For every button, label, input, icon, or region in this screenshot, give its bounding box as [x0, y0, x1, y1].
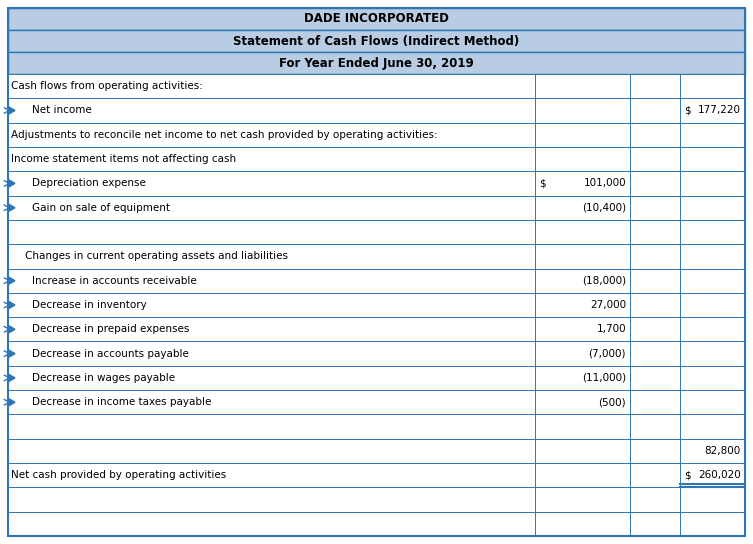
- Text: (500): (500): [599, 397, 626, 407]
- Bar: [8, 147, 745, 171]
- Text: For Year Ended June 30, 2019: For Year Ended June 30, 2019: [279, 57, 474, 70]
- Text: Statement of Cash Flows (Indirect Method): Statement of Cash Flows (Indirect Method…: [233, 34, 520, 47]
- Text: Decrease in inventory: Decrease in inventory: [32, 300, 147, 310]
- Text: Increase in accounts receivable: Increase in accounts receivable: [32, 276, 197, 286]
- Text: 82,800: 82,800: [705, 446, 741, 456]
- Text: (10,400): (10,400): [582, 203, 626, 213]
- Bar: [8, 30, 745, 52]
- Text: Decrease in wages payable: Decrease in wages payable: [32, 373, 175, 383]
- Bar: [8, 293, 745, 317]
- Text: Gain on sale of equipment: Gain on sale of equipment: [32, 203, 170, 213]
- Bar: [8, 439, 745, 463]
- Polygon shape: [8, 374, 15, 382]
- Polygon shape: [8, 350, 15, 357]
- Bar: [8, 8, 745, 30]
- Text: Depreciation expense: Depreciation expense: [32, 178, 146, 188]
- Polygon shape: [8, 398, 15, 406]
- Bar: [8, 342, 745, 366]
- Bar: [8, 390, 745, 415]
- Text: Adjustments to reconcile net income to net cash provided by operating activities: Adjustments to reconcile net income to n…: [11, 130, 437, 140]
- Text: Net cash provided by operating activities: Net cash provided by operating activitie…: [11, 470, 226, 480]
- Text: 27,000: 27,000: [590, 300, 626, 310]
- Text: Cash flows from operating activities:: Cash flows from operating activities:: [11, 81, 203, 91]
- Polygon shape: [8, 277, 15, 285]
- Bar: [8, 415, 745, 439]
- Text: Decrease in income taxes payable: Decrease in income taxes payable: [32, 397, 212, 407]
- Text: $: $: [684, 470, 691, 480]
- Text: 260,020: 260,020: [698, 470, 741, 480]
- Bar: [8, 122, 745, 147]
- Text: 1,700: 1,700: [596, 324, 626, 335]
- Text: (11,000): (11,000): [582, 373, 626, 383]
- Text: 101,000: 101,000: [584, 178, 626, 188]
- Text: Decrease in accounts payable: Decrease in accounts payable: [32, 349, 189, 358]
- Bar: [8, 171, 745, 196]
- Text: Net income: Net income: [32, 106, 92, 115]
- Bar: [8, 512, 745, 536]
- Bar: [8, 244, 745, 269]
- Polygon shape: [8, 301, 15, 309]
- Text: (18,000): (18,000): [582, 276, 626, 286]
- Bar: [8, 269, 745, 293]
- Text: Income statement items not affecting cash: Income statement items not affecting cas…: [11, 154, 236, 164]
- Bar: [8, 196, 745, 220]
- Polygon shape: [8, 180, 15, 188]
- Text: (7,000): (7,000): [589, 349, 626, 358]
- Text: Decrease in prepaid expenses: Decrease in prepaid expenses: [32, 324, 189, 335]
- Bar: [8, 317, 745, 342]
- Text: Changes in current operating assets and liabilities: Changes in current operating assets and …: [25, 251, 288, 261]
- Bar: [8, 487, 745, 512]
- Text: 177,220: 177,220: [698, 106, 741, 115]
- Text: $: $: [684, 106, 691, 115]
- Bar: [8, 220, 745, 244]
- Polygon shape: [8, 107, 15, 114]
- Text: $: $: [539, 178, 546, 188]
- Bar: [8, 463, 745, 487]
- Bar: [8, 52, 745, 74]
- Bar: [8, 366, 745, 390]
- Text: DADE INCORPORATED: DADE INCORPORATED: [304, 13, 449, 26]
- Bar: [8, 74, 745, 98]
- Polygon shape: [8, 325, 15, 333]
- Polygon shape: [8, 204, 15, 212]
- Bar: [8, 98, 745, 122]
